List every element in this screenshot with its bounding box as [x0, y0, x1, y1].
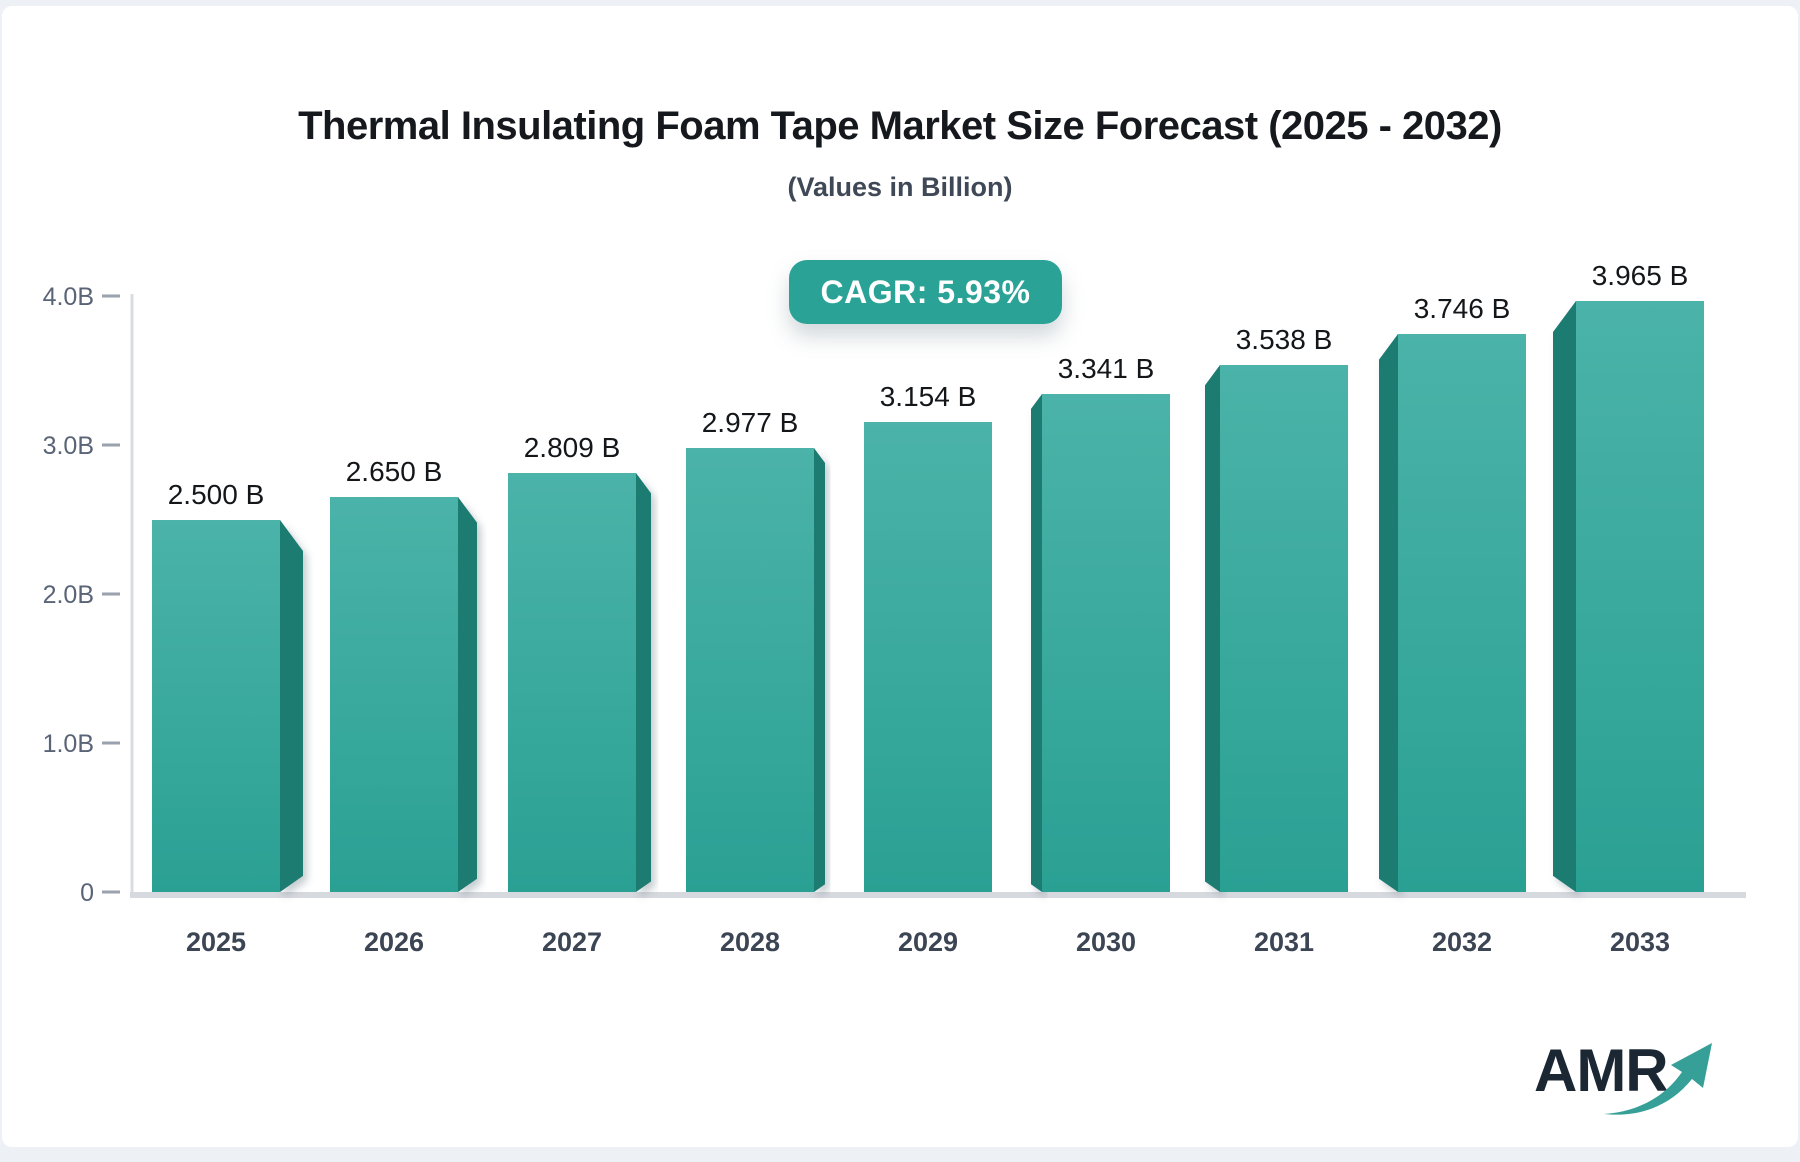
bar-value-label-2033: 3.965 B — [1592, 260, 1689, 291]
growth-arrow-icon — [1604, 1043, 1712, 1115]
x-axis-label-2029: 2029 — [898, 927, 958, 957]
y-tick-label: 2.0B — [43, 581, 94, 609]
bar-value-label-2026: 2.650 B — [346, 456, 443, 487]
x-axis-label-2028: 2028 — [720, 927, 780, 957]
bar-side-2032 — [1379, 334, 1398, 892]
chart-subtitle: (Values in Billion) — [787, 172, 1013, 202]
bar-value-label-2025: 2.500 B — [168, 479, 265, 510]
bar-side-2025 — [280, 520, 303, 892]
x-axis-label-2032: 2032 — [1432, 927, 1492, 957]
bar-2026 — [330, 497, 458, 892]
bar-value-label-2029: 3.154 B — [880, 381, 977, 412]
bar-2032 — [1398, 334, 1526, 892]
y-tick-label: 0 — [80, 879, 94, 907]
cagr-badge-label: CAGR: 5.93% — [820, 273, 1031, 310]
bar-value-label-2030: 3.341 B — [1058, 353, 1155, 384]
bar-value-label-2032: 3.746 B — [1414, 293, 1511, 324]
y-tick-label: 4.0B — [43, 283, 94, 311]
bar-side-2026 — [458, 497, 477, 892]
bar-2025 — [152, 520, 280, 892]
x-axis-label-2031: 2031 — [1254, 927, 1314, 957]
chart-card: Thermal Insulating Foam Tape Market Size… — [2, 6, 1798, 1147]
x-axis-label-2030: 2030 — [1076, 927, 1136, 957]
bar-value-label-2031: 3.538 B — [1236, 324, 1333, 355]
y-tick-label: 3.0B — [43, 432, 94, 460]
amr-logo: AMR — [1534, 1036, 1734, 1126]
x-axis-label-2033: 2033 — [1610, 927, 1670, 957]
bar-value-label-2027: 2.809 B — [524, 432, 621, 463]
chart-title: Thermal Insulating Foam Tape Market Size… — [298, 104, 1502, 148]
x-axis-line — [130, 892, 1746, 898]
amr-logo-text: AMR — [1534, 1037, 1669, 1104]
bar-chart: 0 1.0B 2.0B 3.0B 4.0B 2.500 B 2025 2.650 B 2026 2… — [43, 260, 1746, 957]
bar-2030 — [1042, 394, 1170, 892]
x-axis-label-2025: 2025 — [186, 927, 246, 957]
bar-2027 — [508, 473, 636, 892]
bar-side-2030 — [1031, 394, 1042, 892]
bar-2028 — [686, 448, 814, 892]
bar-2029 — [864, 422, 992, 892]
bar-side-2033 — [1553, 301, 1576, 892]
bar-2031 — [1220, 365, 1348, 892]
x-axis-label-2026: 2026 — [364, 927, 424, 957]
y-tick-label: 1.0B — [43, 730, 94, 758]
bar-side-2031 — [1205, 365, 1220, 892]
bar-2033 — [1576, 301, 1704, 892]
bar-side-2028 — [814, 448, 825, 892]
bar-value-label-2028: 2.977 B — [702, 407, 799, 438]
cagr-badge: CAGR: 5.93% — [789, 260, 1062, 324]
x-axis-label-2027: 2027 — [542, 927, 602, 957]
bar-side-2027 — [636, 473, 651, 892]
